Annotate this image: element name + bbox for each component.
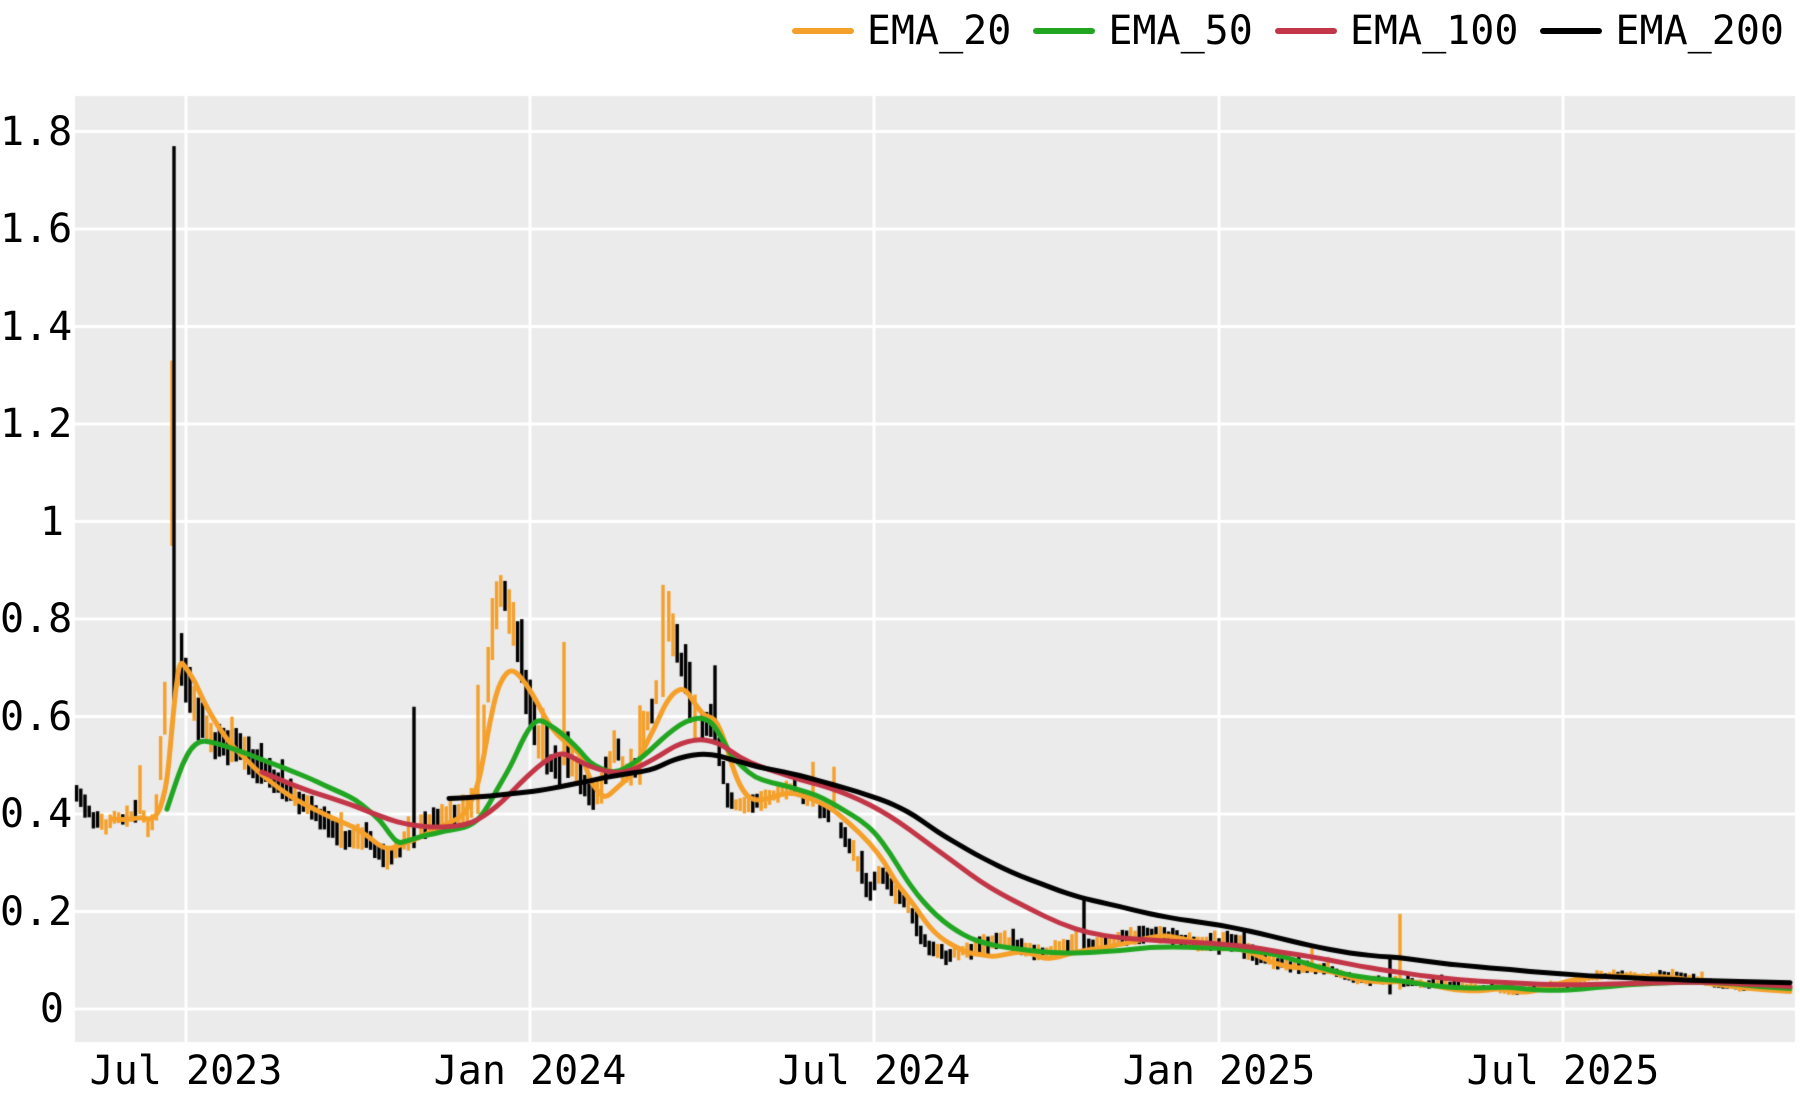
y-tick-label: 0.2 bbox=[0, 888, 73, 935]
y-tick-label: 0.6 bbox=[0, 693, 73, 740]
legend-line-swatch-icon bbox=[1033, 28, 1096, 34]
y-tick-label: 1.6 bbox=[0, 206, 73, 252]
x-tick-label: Jul 2024 bbox=[777, 1048, 971, 1094]
legend-line-swatch-icon bbox=[791, 28, 854, 34]
y-tick-label: 0.4 bbox=[0, 791, 73, 837]
legend-item-ema_100: EMA_100 bbox=[1274, 8, 1519, 54]
legend-label: EMA_20 bbox=[866, 8, 1012, 54]
legend-item-ema_200: EMA_200 bbox=[1540, 8, 1784, 54]
legend-item-ema_50: EMA_50 bbox=[1033, 8, 1253, 54]
y-tick-label: 1.4 bbox=[0, 303, 73, 350]
y-tick-label: 0.8 bbox=[0, 596, 73, 642]
y-tick-label: 1 bbox=[39, 498, 64, 545]
x-tick-label: Jan 2024 bbox=[433, 1048, 627, 1094]
y-tick-label: 0 bbox=[39, 986, 64, 1032]
y-tick-label: 1.8 bbox=[0, 108, 73, 155]
legend-line-swatch-icon bbox=[1274, 28, 1337, 34]
y-tick-label: 1.2 bbox=[0, 401, 73, 447]
legend-item-ema_20: EMA_20 bbox=[791, 8, 1012, 54]
legend-label: EMA_50 bbox=[1108, 8, 1253, 54]
legend-label: EMA_100 bbox=[1349, 8, 1519, 54]
x-tick-label: Jul 2025 bbox=[1466, 1048, 1660, 1094]
x-tick-label: Jul 2023 bbox=[89, 1048, 283, 1094]
x-tick-label: Jan 2025 bbox=[1122, 1048, 1316, 1094]
legend-line-swatch-icon bbox=[1540, 28, 1603, 34]
legend-label: EMA_200 bbox=[1615, 8, 1784, 54]
legend: EMA_20 EMA_50 EMA_100 EMA_200 bbox=[791, 8, 1784, 54]
